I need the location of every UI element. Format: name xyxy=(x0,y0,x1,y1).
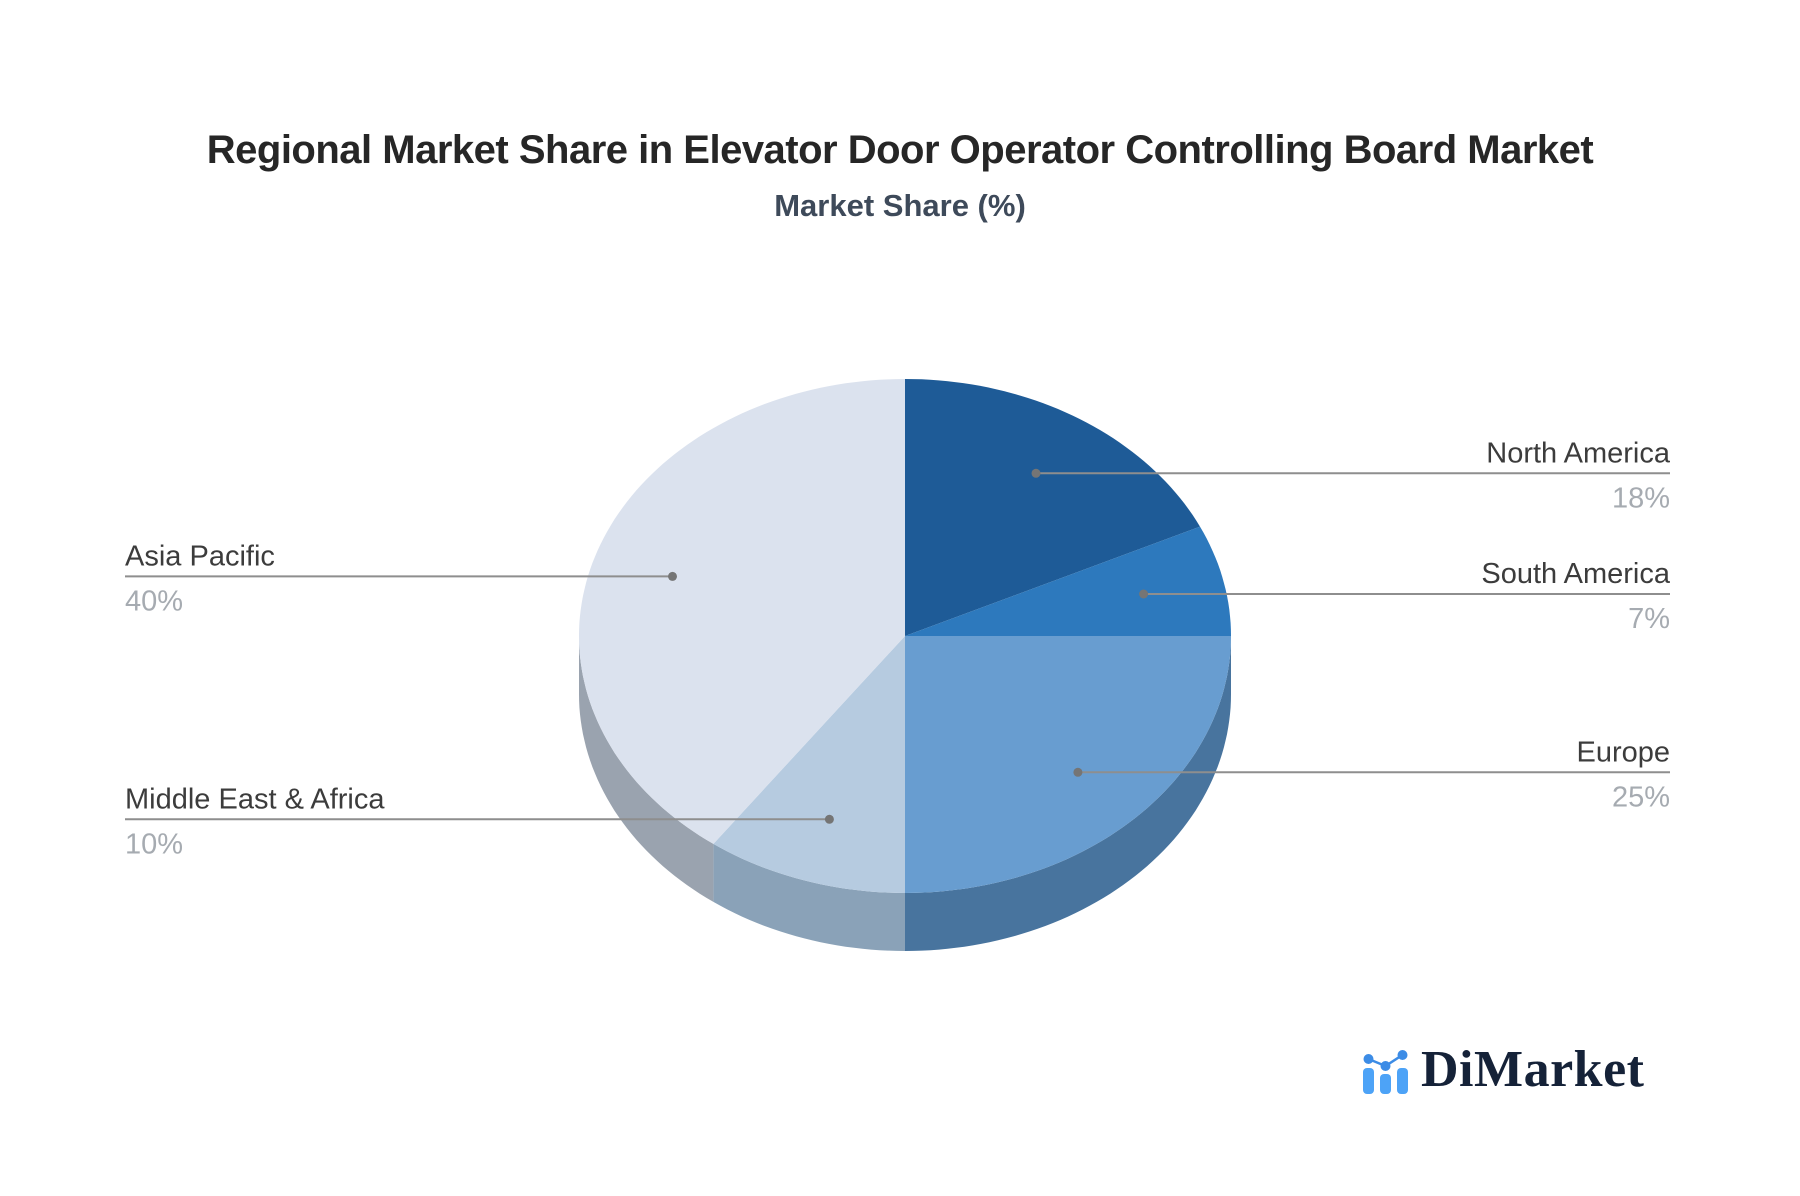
pie-slice-side xyxy=(579,636,714,902)
leader-dot xyxy=(668,571,677,581)
pie-slice-side xyxy=(713,843,905,951)
leader-dot xyxy=(1139,589,1149,599)
leader-dot xyxy=(1073,767,1083,777)
pie-slice-north-america xyxy=(905,379,1200,636)
chart-subtitle: Market Share (%) xyxy=(774,188,1026,223)
pie-slice-asia-pacific xyxy=(579,379,905,844)
bar-line-chart-icon xyxy=(1363,1050,1408,1094)
pie-slice-middle-east-africa xyxy=(713,636,905,893)
slice-label: South America xyxy=(1481,558,1670,590)
chart-title: Regional Market Share in Elevator Door O… xyxy=(206,128,1594,172)
slice-label: Asia Pacific xyxy=(125,540,275,572)
pie-slice-europe xyxy=(905,636,1231,893)
leader-dot xyxy=(824,814,834,824)
slice-percent: 25% xyxy=(1612,781,1670,813)
slice-label: North America xyxy=(1486,437,1671,469)
brand-logo: DiMarket xyxy=(1362,1038,1644,1096)
slice-percent: 7% xyxy=(1628,603,1670,635)
pie-slice-south-america xyxy=(905,526,1231,636)
slice-label: Middle East & Africa xyxy=(125,783,385,815)
slice-label: Europe xyxy=(1576,736,1670,768)
brand-name: DiMarket xyxy=(1421,1041,1645,1098)
slice-percent: 10% xyxy=(125,828,183,860)
leader-dot xyxy=(1031,468,1041,478)
slice-percent: 18% xyxy=(1612,482,1670,514)
pie-slice-side xyxy=(905,636,1231,951)
slice-percent: 40% xyxy=(125,585,183,617)
